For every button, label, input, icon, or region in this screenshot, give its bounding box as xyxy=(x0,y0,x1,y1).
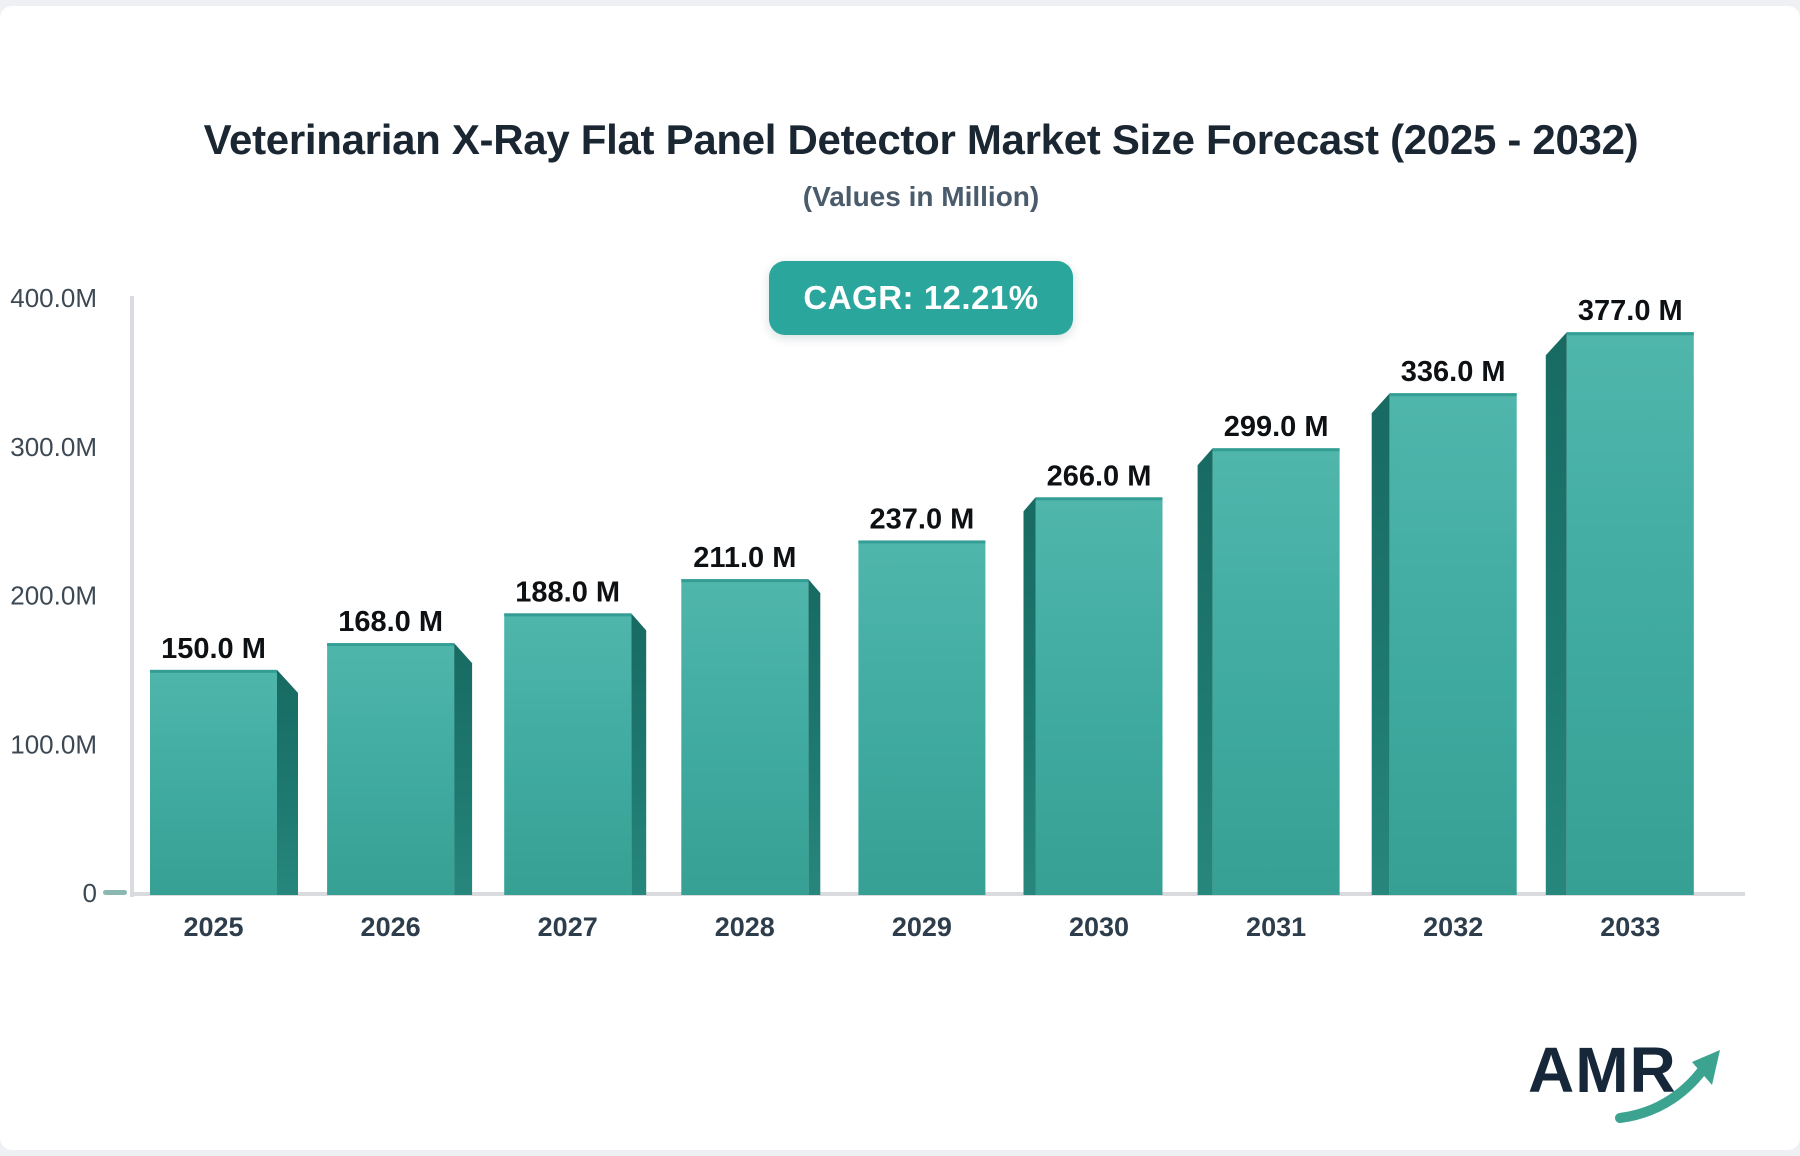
bar-top-edge xyxy=(1566,332,1694,336)
bar-top-edge xyxy=(1389,393,1517,397)
bar-side-face xyxy=(1197,448,1213,895)
chart-subtitle: (Values in Million) xyxy=(802,181,1040,212)
bar-side-face xyxy=(1023,497,1036,895)
bar-top-edge xyxy=(327,643,455,647)
bar-top-edge xyxy=(1212,448,1340,452)
x-axis-label: 2031 xyxy=(1246,912,1306,942)
y-tick-label: 200.0M xyxy=(10,581,97,611)
amr-logo-text: AMR xyxy=(1528,1034,1677,1106)
bar-2030: 266.0 M xyxy=(1023,460,1163,895)
bar-side-face xyxy=(1371,393,1390,895)
x-axis-label: 2030 xyxy=(1069,912,1129,942)
bar-value-label: 237.0 M xyxy=(870,503,975,535)
x-axis-label: 2028 xyxy=(715,912,775,942)
y-tick-label: 100.0M xyxy=(10,729,97,759)
bar-2025: 150.0 M xyxy=(150,633,298,895)
bar-2027: 188.0 M xyxy=(504,576,647,895)
bar-side-face xyxy=(1545,332,1567,895)
x-axis-labels: 2025 2026 2027 2028 2029 2030 2031 2032 2033 xyxy=(183,912,1660,942)
bar-value-label: 377.0 M xyxy=(1578,295,1683,327)
bar-side-face xyxy=(808,579,821,895)
x-axis-label: 2033 xyxy=(1600,912,1660,942)
bar-face xyxy=(1389,393,1517,895)
bar-face xyxy=(1566,332,1694,895)
bar-face xyxy=(858,540,986,895)
zero-tick-mark xyxy=(103,890,127,895)
page-title: Veterinarian X-Ray Flat Panel Detector M… xyxy=(203,116,1639,163)
chart-card: 0 100.0M 200.0M 300.0M 400.0M 150.0 M 168.0 M… xyxy=(0,6,1800,1150)
bar-value-label: 150.0 M xyxy=(161,633,266,665)
bar-top-edge xyxy=(1035,497,1163,501)
x-axis-label: 2026 xyxy=(361,912,421,942)
bar-2031: 299.0 M xyxy=(1197,411,1340,895)
bar-chart: 0 100.0M 200.0M 300.0M 400.0M 150.0 M 168.0 M… xyxy=(10,283,1745,942)
cagr-badge: CAGR: 12.21% xyxy=(769,261,1073,335)
bar-side-face xyxy=(277,669,298,895)
bar-face xyxy=(1212,448,1340,895)
bar-2028: 211.0 M xyxy=(681,542,821,895)
bar-value-label: 211.0 M xyxy=(693,542,796,574)
bar-2029: 237.0 M xyxy=(858,503,986,895)
trend-up-arrow-icon xyxy=(1615,1050,1720,1123)
bar-face xyxy=(150,669,277,895)
bar-2026: 168.0 M xyxy=(327,606,473,895)
bar-top-edge xyxy=(504,613,632,617)
bar-face xyxy=(327,643,455,895)
x-axis-label: 2032 xyxy=(1423,912,1483,942)
x-axis-label: 2025 xyxy=(183,912,243,942)
bar-face xyxy=(504,613,632,895)
x-axis-label: 2029 xyxy=(892,912,952,942)
bar-top-edge xyxy=(858,540,986,544)
bars: 150.0 M 168.0 M 188.0 M 211.0 M 237.0 M 266.0… xyxy=(150,295,1694,895)
bar-2033: 377.0 M xyxy=(1545,295,1694,895)
bar-top-edge xyxy=(681,579,809,583)
y-tick-label: 400.0M xyxy=(10,283,97,313)
y-tick-label: 0 xyxy=(83,878,97,908)
bar-value-label: 168.0 M xyxy=(338,606,443,638)
y-tick-label: 300.0M xyxy=(10,432,97,462)
chart-header: Veterinarian X-Ray Flat Panel Detector M… xyxy=(42,6,1800,335)
bar-face xyxy=(1035,497,1163,895)
bar-side-face xyxy=(454,643,473,895)
bar-top-edge xyxy=(150,669,277,673)
bar-side-face xyxy=(631,613,647,895)
bar-2032: 336.0 M xyxy=(1371,356,1517,895)
bar-value-label: 188.0 M xyxy=(515,576,620,608)
bar-value-label: 336.0 M xyxy=(1401,356,1506,388)
y-axis-line xyxy=(130,296,134,897)
x-axis-label: 2027 xyxy=(538,912,598,942)
bar-value-label: 299.0 M xyxy=(1224,411,1329,443)
bar-value-label: 266.0 M xyxy=(1047,460,1152,492)
amr-logo: AMR xyxy=(1528,1038,1728,1128)
bar-face xyxy=(681,579,809,895)
